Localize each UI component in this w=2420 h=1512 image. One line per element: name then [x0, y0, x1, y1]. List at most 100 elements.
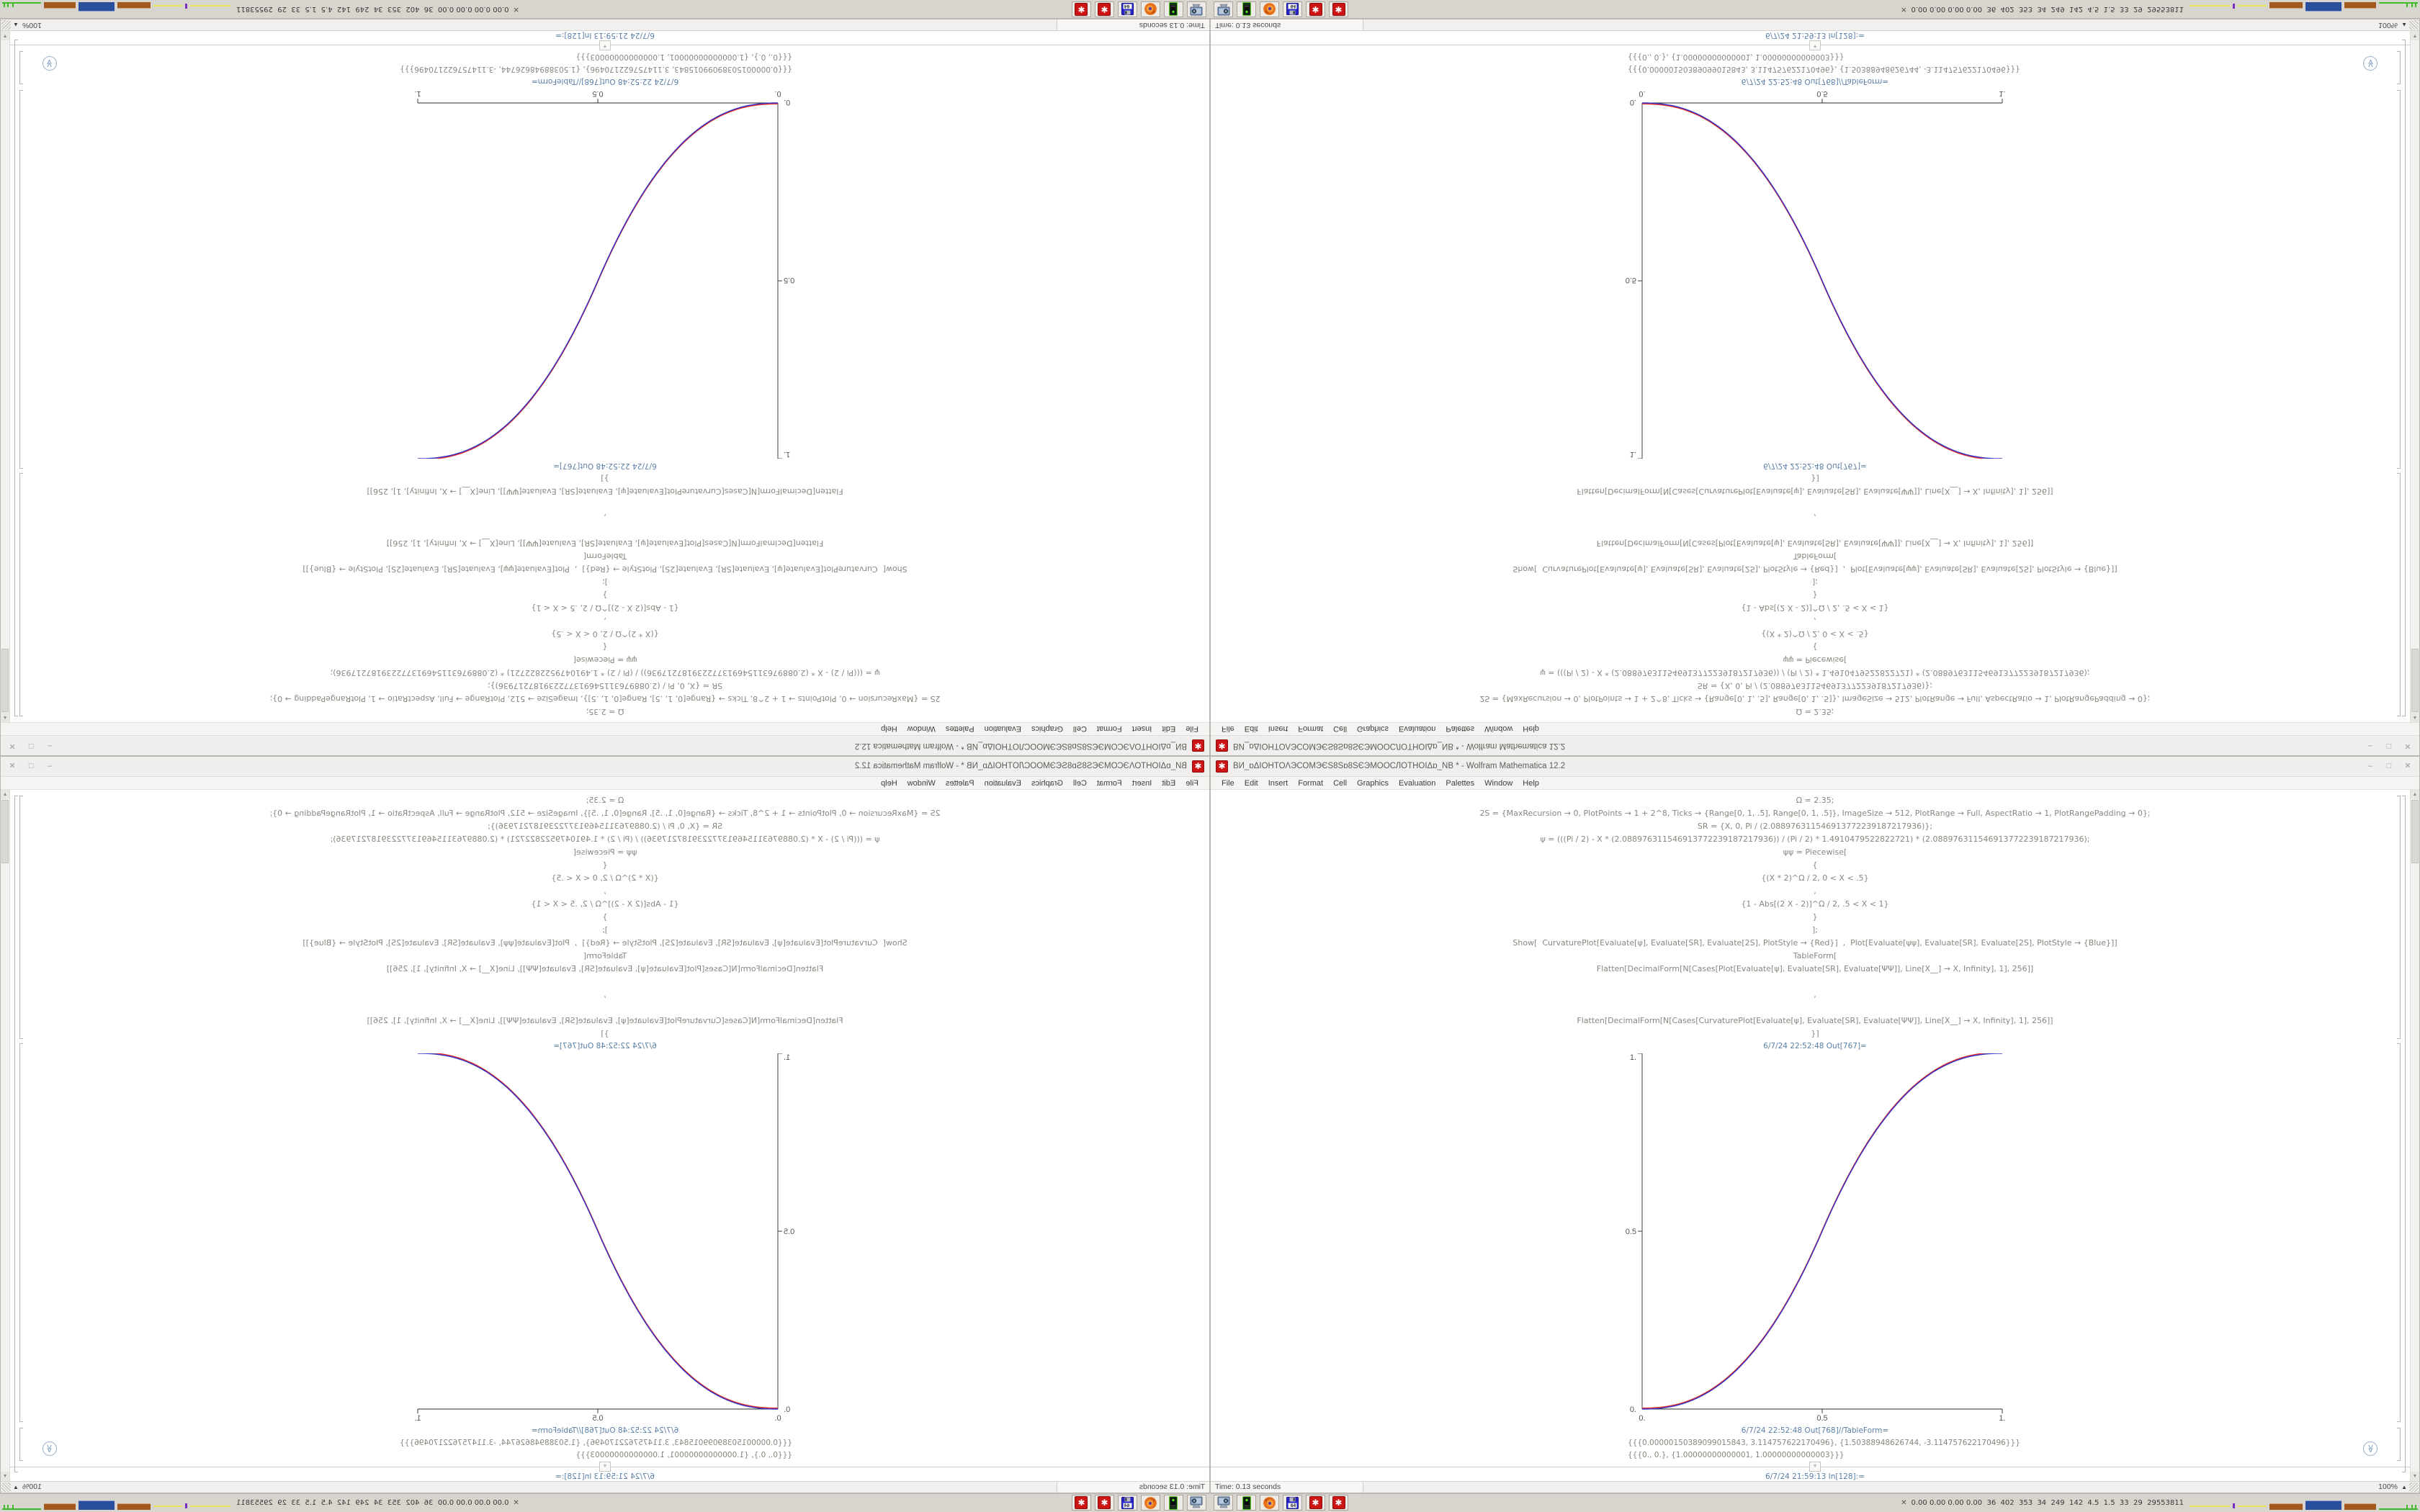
scroll-up-icon[interactable]: ▲ [2411, 790, 2419, 799]
input-code-cell[interactable]: Ω = 2.35; 2S = {MaxRecursion → 0, PlotPoi… [1211, 472, 2419, 718]
menu-format[interactable]: Format [1096, 778, 1122, 788]
launcher-firefox[interactable] [1260, 1, 1279, 17]
launcher-removable-drive[interactable] [1237, 1495, 1256, 1511]
menu-graphics[interactable]: Graphics [1357, 724, 1389, 734]
menu-palettes[interactable]: Palettes [945, 724, 974, 734]
cell-bracket-group[interactable] [14, 40, 18, 716]
close-button[interactable]: ✕ [9, 742, 16, 750]
input-code-cell[interactable]: Ω = 2.35; 2S = {MaxRecursion → 0, PlotPoi… [1, 794, 1209, 1040]
menu-evaluation[interactable]: Evaluation [984, 778, 1021, 788]
cell-bracket-group[interactable] [14, 796, 18, 1472]
menu-window[interactable]: Window [1484, 724, 1513, 734]
launcher-system-settings-2[interactable]: ✱ [1072, 1495, 1091, 1511]
vertical-scrollbar[interactable]: ▲ ▼ [2410, 31, 2419, 722]
menu-format[interactable]: Format [1096, 724, 1122, 734]
scroll-down-icon[interactable]: ▼ [2411, 31, 2419, 40]
menu-graphics[interactable]: Graphics [1031, 778, 1063, 788]
scrollbar-thumb[interactable] [1, 649, 9, 712]
cell-bracket-plot-output[interactable] [2397, 1043, 2401, 1422]
launcher-system-settings-1[interactable]: ✱ [1306, 1, 1325, 17]
menu-help[interactable]: Help [1523, 724, 1539, 734]
minimize-button[interactable]: ‒ [2367, 742, 2373, 750]
tray-close-icon[interactable]: ✕ [1901, 1499, 1907, 1507]
window-titlebar[interactable]: ✱ ВИ_ɒΔΙΟΗΤΟΛЭСОМЭЄЅ8Ѕɒ8ЅЄЭМООСЛОТНОΙΔɒ_… [1, 757, 1209, 777]
scrollbar-thumb[interactable] [2411, 800, 2419, 863]
magnification-value[interactable]: 100% [22, 21, 42, 30]
magnification-popup-icon[interactable]: ▲ [2401, 22, 2407, 28]
input-code-cell[interactable]: Ω = 2.35; 2S = {MaxRecursion → 0, PlotPoi… [1, 472, 1209, 718]
menu-graphics[interactable]: Graphics [1031, 724, 1063, 734]
menu-help[interactable]: Help [1523, 778, 1539, 788]
vertical-scrollbar[interactable]: ▲ ▼ [1, 31, 10, 722]
menu-graphics[interactable]: Graphics [1357, 778, 1389, 788]
cell-bracket-input[interactable] [2397, 473, 2401, 716]
scroll-down-icon[interactable]: ▼ [1, 31, 9, 40]
menu-file[interactable]: File [1186, 724, 1198, 734]
magnification-popup-icon[interactable]: ▲ [13, 1484, 19, 1490]
cell-bracket-group[interactable] [2402, 796, 2406, 1472]
scroll-down-icon[interactable]: ▼ [1, 1472, 9, 1481]
vertical-scrollbar[interactable]: ▲ ▼ [2410, 790, 2419, 1481]
menu-edit[interactable]: Edit [1162, 724, 1176, 734]
minimize-button[interactable]: ‒ [47, 742, 53, 750]
launcher-removable-drive[interactable] [1237, 1, 1256, 17]
window-titlebar[interactable]: ✱ ВИ_ɒΔΙΟΗΤΟΛЭСОМЭЄЅ8Ѕɒ8ЅЄЭМООСЛОТНОΙΔɒ_… [1211, 735, 2419, 755]
close-button[interactable]: ✕ [2404, 742, 2411, 750]
launcher-system-settings-1[interactable]: ✱ [1095, 1495, 1114, 1511]
scrollbar-thumb[interactable] [1, 800, 9, 863]
input-code-cell[interactable]: Ω = 2.35; 2S = {MaxRecursion → 0, PlotPoi… [1211, 794, 2419, 1040]
scroll-up-icon[interactable]: ▲ [1, 790, 9, 799]
window-titlebar[interactable]: ✱ ВИ_ɒΔΙΟΗΤΟΛЭСОМЭЄЅ8Ѕɒ8ЅЄЭМООСЛОТНОΙΔɒ_… [1, 735, 1209, 755]
cell-bracket-group[interactable] [2402, 40, 2406, 716]
minimize-button[interactable]: ‒ [47, 762, 53, 770]
launcher-firefox[interactable] [1141, 1, 1160, 17]
cell-bracket-plot-output[interactable] [19, 90, 23, 469]
maximize-button[interactable]: □ [28, 762, 34, 770]
maximize-button[interactable]: □ [2386, 742, 2392, 750]
menu-edit[interactable]: Edit [1244, 778, 1258, 788]
collapse-chevron-button[interactable]: ≫ [2363, 56, 2378, 71]
menu-cell[interactable]: Cell [1333, 724, 1348, 734]
menu-evaluation[interactable]: Evaluation [1399, 778, 1436, 788]
cell-bracket-input[interactable] [19, 473, 23, 716]
maximize-button[interactable]: □ [28, 742, 34, 750]
launcher-firefox[interactable] [1260, 1495, 1279, 1511]
launcher-display-capture[interactable] [1187, 1, 1206, 17]
menu-help[interactable]: Help [881, 778, 897, 788]
menu-insert[interactable]: Insert [1268, 778, 1289, 788]
launcher-system-settings-2[interactable]: ✱ [1329, 1, 1348, 17]
launcher-floppy-64[interactable]: 64 [1118, 1, 1137, 17]
cell-bracket-plot-output[interactable] [2397, 90, 2401, 469]
tray-close-icon[interactable]: ✕ [1901, 5, 1907, 13]
tray-close-icon[interactable]: ✕ [513, 5, 519, 13]
menu-file[interactable]: File [1222, 778, 1234, 788]
menu-palettes[interactable]: Palettes [1446, 724, 1475, 734]
maximize-button[interactable]: □ [2386, 762, 2392, 770]
launcher-floppy-64[interactable]: 64 [1283, 1, 1302, 17]
magnification-value[interactable]: 100% [22, 1482, 42, 1491]
launcher-system-settings-2[interactable]: ✱ [1072, 1, 1091, 17]
collapse-chevron-button[interactable]: ≫ [42, 56, 57, 71]
menu-file[interactable]: File [1186, 778, 1198, 788]
menu-evaluation[interactable]: Evaluation [984, 724, 1021, 734]
cell-bracket-input[interactable] [2397, 796, 2401, 1039]
menu-format[interactable]: Format [1298, 778, 1324, 788]
collapse-chevron-button[interactable]: ≫ [2363, 1441, 2378, 1456]
scroll-up-icon[interactable]: ▲ [1, 713, 9, 722]
window-titlebar[interactable]: ✱ ВИ_ɒΔΙΟΗΤΟΛЭСОМЭЄЅ8Ѕɒ8ЅЄЭМООСЛОТНОΙΔɒ_… [1211, 757, 2419, 777]
scroll-down-icon[interactable]: ▼ [2411, 1472, 2419, 1481]
menu-palettes[interactable]: Palettes [945, 778, 974, 788]
cell-bracket-table-output[interactable] [19, 51, 23, 84]
menu-insert[interactable]: Insert [1268, 724, 1289, 734]
collapse-chevron-button[interactable]: ≫ [42, 1441, 57, 1456]
resize-grip[interactable] [2409, 20, 2419, 30]
menu-format[interactable]: Format [1298, 724, 1324, 734]
launcher-system-settings-1[interactable]: ✱ [1306, 1495, 1325, 1511]
scrollbar-thumb[interactable] [2411, 649, 2419, 712]
scroll-up-icon[interactable]: ▲ [2411, 713, 2419, 722]
magnification-popup-icon[interactable]: ▲ [13, 22, 19, 28]
menu-insert[interactable]: Insert [1131, 778, 1152, 788]
resize-grip[interactable] [2409, 1482, 2419, 1492]
launcher-floppy-64[interactable]: 64 [1283, 1495, 1302, 1511]
menu-window[interactable]: Window [907, 724, 936, 734]
